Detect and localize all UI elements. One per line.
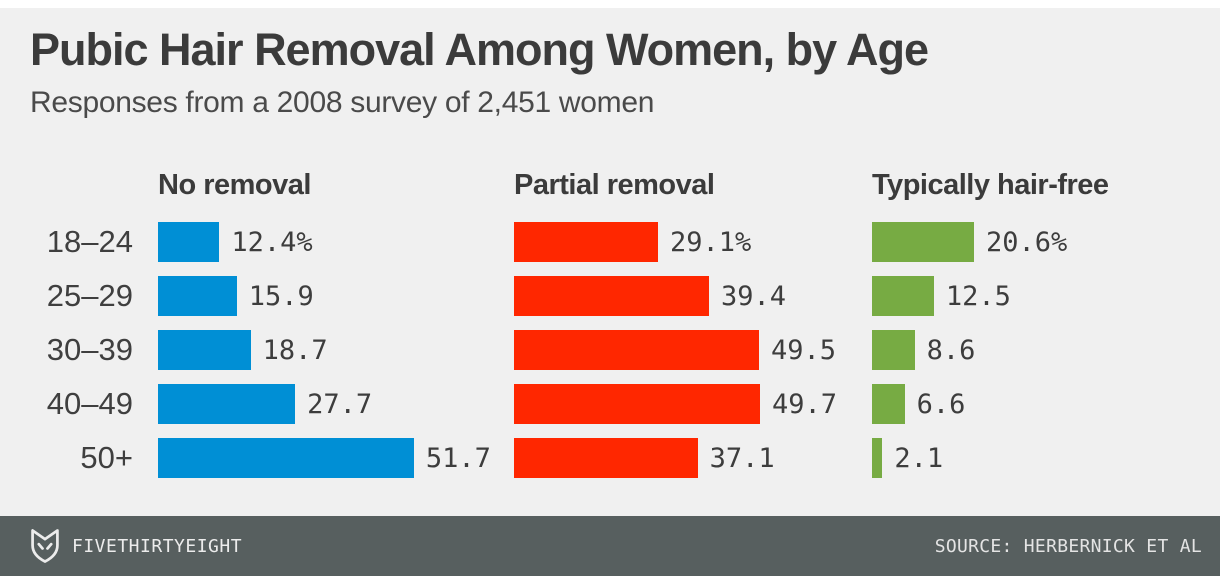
bar: [872, 222, 974, 262]
bar-row: 49.5: [514, 330, 837, 370]
bar: [514, 438, 698, 478]
category-label: 50+: [80, 440, 133, 475]
bar-value-label: 20.6%: [985, 226, 1068, 258]
bar-group: 12.4% 15.9 18.7 27.7 51.7: [158, 222, 491, 478]
bar: [872, 384, 905, 424]
category-label: 18–24: [46, 224, 133, 259]
brand: FIVETHIRTYEIGHT: [30, 528, 242, 564]
bar-row: 2.1: [872, 438, 1109, 478]
bar-value-label: 27.7: [307, 388, 373, 420]
bar-row: 29.1%: [514, 222, 837, 262]
bar-value-label: 37.1: [709, 442, 775, 474]
bar-row: 18.7: [158, 330, 491, 370]
series-header: Typically hair-free: [872, 169, 1109, 201]
bar-value-label: 39.4: [721, 280, 787, 312]
bar-row: 15.9: [158, 276, 491, 316]
bar-value-label: 12.5: [945, 280, 1011, 312]
bar: [872, 438, 883, 478]
bar: [158, 276, 237, 316]
bar: [872, 276, 934, 316]
category-label: 40–49: [46, 386, 133, 421]
bar: [514, 384, 760, 424]
bar-group: 29.1% 39.4 49.5 49.7 37.1: [514, 222, 837, 478]
category-labels: 18–24 25–29 30–39 40–49 50+: [0, 222, 133, 492]
bar-value-label: 49.7: [772, 388, 838, 420]
series-header: Partial removal: [514, 169, 715, 201]
bar-value-label: 6.6: [916, 388, 966, 420]
bar-value-label: 49.5: [771, 334, 837, 366]
bar-row: 37.1: [514, 438, 837, 478]
bar: [872, 330, 915, 370]
series-column-partial-removal: Partial removal 29.1% 39.4 49.5 49.7 37.1: [514, 168, 837, 492]
bar-row: 39.4: [514, 276, 837, 316]
bar: [158, 330, 251, 370]
bar: [514, 276, 710, 316]
bar-value-label: 12.4%: [231, 226, 313, 258]
source-credit: SOURCE: HERBERNICK ET AL: [934, 535, 1202, 557]
bar-row: 20.6%: [872, 222, 1109, 262]
bar-value-label: 2.1: [894, 442, 944, 474]
bar-row: 6.6: [872, 384, 1109, 424]
series-header: No removal: [158, 169, 311, 201]
bar-row: 51.7: [158, 438, 491, 478]
bar-row: 27.7: [158, 384, 491, 424]
bar-group: 20.6% 12.5 8.6 6.6 2.1: [872, 222, 1109, 478]
footer: FIVETHIRTYEIGHT SOURCE: HERBERNICK ET AL: [0, 516, 1220, 576]
bar: [158, 384, 296, 424]
bar-row: 49.7: [514, 384, 837, 424]
bar: [158, 438, 414, 478]
bar-row: 12.5: [872, 276, 1109, 316]
bar-value-label: 15.9: [248, 280, 314, 312]
chart-subtitle: Responses from a 2008 survey of 2,451 wo…: [30, 86, 655, 119]
bar-row: 12.4%: [158, 222, 491, 262]
series-column-typically-hair-free: Typically hair-free 20.6% 12.5 8.6 6.6 2.1: [872, 168, 1109, 492]
bar-value-label: 18.7: [262, 334, 328, 366]
category-label: 30–39: [46, 332, 133, 367]
bar: [514, 330, 760, 370]
category-label: 25–29: [46, 278, 133, 313]
bar-value-label: 51.7: [425, 442, 491, 474]
series-column-no-removal: No removal 12.4% 15.9 18.7 27.7 51.7: [158, 168, 491, 492]
brand-text: FIVETHIRTYEIGHT: [72, 535, 243, 557]
fivethirtyeight-fox-icon: [30, 528, 60, 564]
bar: [158, 222, 220, 262]
bar-value-label: 29.1%: [670, 226, 752, 258]
bar-row: 8.6: [872, 330, 1109, 370]
chart-title: Pubic Hair Removal Among Women, by Age: [30, 24, 929, 75]
top-strip: [0, 0, 1220, 8]
bar-value-label: 8.6: [926, 334, 976, 366]
bar: [514, 222, 659, 262]
